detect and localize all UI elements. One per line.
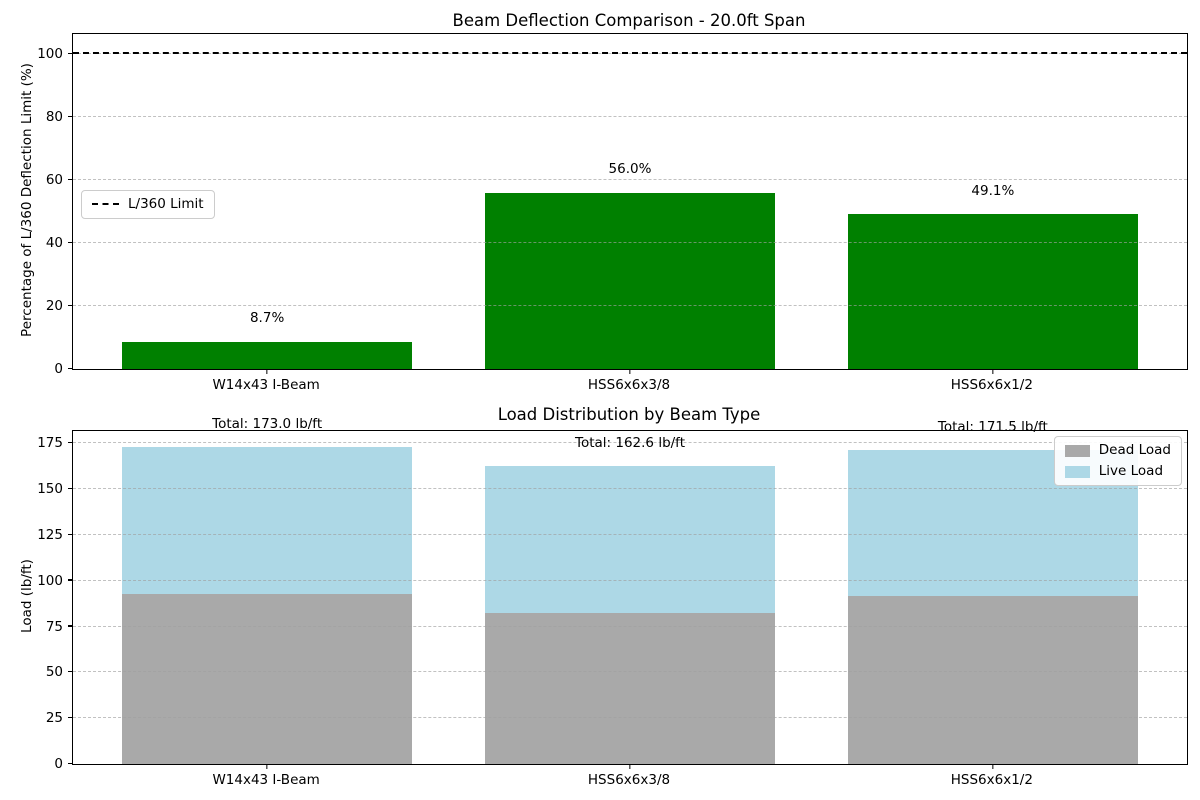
total-label: Total: 173.0 lb/ft: [212, 416, 323, 433]
legend-entry: Live Load: [1064, 463, 1171, 479]
total-label: Total: 162.6 lb/ft: [575, 435, 685, 452]
legend: Dead Load Live Load: [1053, 436, 1182, 486]
x-tick-mark: [266, 369, 268, 374]
x-tick-label: W14x43 I-Beam: [212, 377, 320, 393]
color-swatch: [1064, 444, 1090, 457]
y-tick-label: 100: [37, 572, 63, 589]
bar-segment-live-load: [484, 466, 776, 613]
y-tick-mark: [68, 304, 73, 306]
gridline: [73, 533, 1187, 535]
y-tick-mark: [68, 241, 73, 243]
l360-limit-line: [73, 51, 1187, 54]
y-tick-label: 20: [45, 297, 63, 314]
y-tick-label: 50: [45, 664, 63, 681]
deflection-x-axis: W14x43 I-Beam HSS6x6x3/8 HSS6x6x1/2: [72, 374, 1186, 396]
y-tick-label: 100: [37, 45, 63, 62]
y-tick-mark: [68, 533, 73, 535]
y-tick-label: 25: [45, 710, 63, 727]
y-tick-mark: [68, 178, 73, 180]
y-tick-label: 125: [37, 526, 63, 543]
x-tick-label: HSS6x6x1/2: [950, 772, 1033, 788]
y-tick-mark: [68, 671, 73, 673]
y-tick-label: 80: [45, 108, 63, 125]
bar: [484, 192, 776, 369]
bar-value-label: 56.0%: [608, 160, 652, 177]
x-tick-mark: [992, 764, 994, 769]
x-tick-label: HSS6x6x1/2: [950, 377, 1033, 393]
x-tick-mark: [266, 764, 268, 769]
load-x-axis: W14x43 I-Beam HSS6x6x3/8 HSS6x6x1/2: [72, 769, 1186, 791]
x-tick-mark: [992, 369, 994, 374]
y-tick-mark: [68, 367, 73, 369]
y-tick-label: 75: [45, 618, 63, 635]
bar-value-label: 8.7%: [249, 309, 285, 326]
gridline: [73, 442, 1187, 444]
y-tick-label: 0: [54, 361, 63, 377]
y-tick-mark: [68, 762, 73, 764]
x-tick-label: HSS6x6x3/8: [587, 377, 671, 393]
y-tick-mark: [68, 716, 73, 719]
x-tick-mark: [629, 369, 631, 374]
gridline: [73, 304, 1187, 306]
bar-segment-live-load: [121, 446, 413, 594]
x-tick-mark: [629, 764, 631, 769]
legend-label: L/360 Limit: [128, 195, 204, 212]
legend: L/360 Limit: [81, 189, 215, 219]
y-tick-label: 60: [45, 171, 63, 188]
bar-value-label: 49.1%: [971, 182, 1015, 199]
bar-segment-dead-load: [847, 596, 1138, 764]
x-tick-label: W14x43 I-Beam: [212, 772, 320, 788]
legend-entry: Dead Load: [1064, 442, 1171, 458]
legend-label: Live Load: [1098, 463, 1164, 479]
load-plot-area: 0 25 50 75 100 125 150 175 Total: 173.0 lb/ft Tot…: [37, 417, 1188, 771]
y-tick-label: 0: [54, 756, 63, 772]
bar-segment-dead-load: [121, 593, 413, 764]
gridline: [73, 579, 1187, 581]
bar: [847, 214, 1138, 369]
y-tick-mark: [68, 487, 73, 490]
y-tick-mark: [68, 625, 73, 627]
bar: [121, 341, 413, 369]
deflection-plot-area: 0 20 40 60 80 100 8.7% 56.0% 49.1% L/360 Limit: [37, 33, 1188, 376]
y-tick-label: 175: [37, 435, 63, 452]
gridline: [73, 115, 1187, 117]
load-y-axis-label: Load (lb/ft): [19, 559, 35, 633]
gridline: [73, 717, 1187, 719]
color-swatch: [1064, 465, 1090, 478]
y-tick-mark: [68, 115, 73, 117]
x-tick-label: HSS6x6x3/8: [587, 772, 671, 788]
deflection-y-axis-label: Percentage of L/360 Deflection Limit (%): [19, 63, 35, 337]
legend-entry: L/360 Limit: [92, 195, 204, 212]
gridline: [73, 488, 1187, 490]
gridline: [73, 625, 1187, 627]
y-tick-mark: [68, 579, 73, 581]
legend-label: Dead Load: [1098, 442, 1171, 458]
total-label: Total: 171.5 lb/ft: [937, 419, 1048, 436]
y-tick-mark: [68, 52, 73, 54]
load-chart-title: Load Distribution by Beam Type: [497, 405, 761, 424]
deflection-chart-title: Beam Deflection Comparison - 20.0ft Span: [452, 11, 806, 30]
bar-segment-dead-load: [484, 612, 776, 764]
y-tick-mark: [68, 441, 73, 444]
y-tick-label: 150: [37, 481, 63, 498]
gridline: [73, 241, 1187, 243]
gridline: [73, 178, 1187, 180]
y-tick-label: 40: [45, 234, 63, 251]
dashed-line-swatch: [92, 203, 119, 206]
gridline: [73, 671, 1187, 673]
